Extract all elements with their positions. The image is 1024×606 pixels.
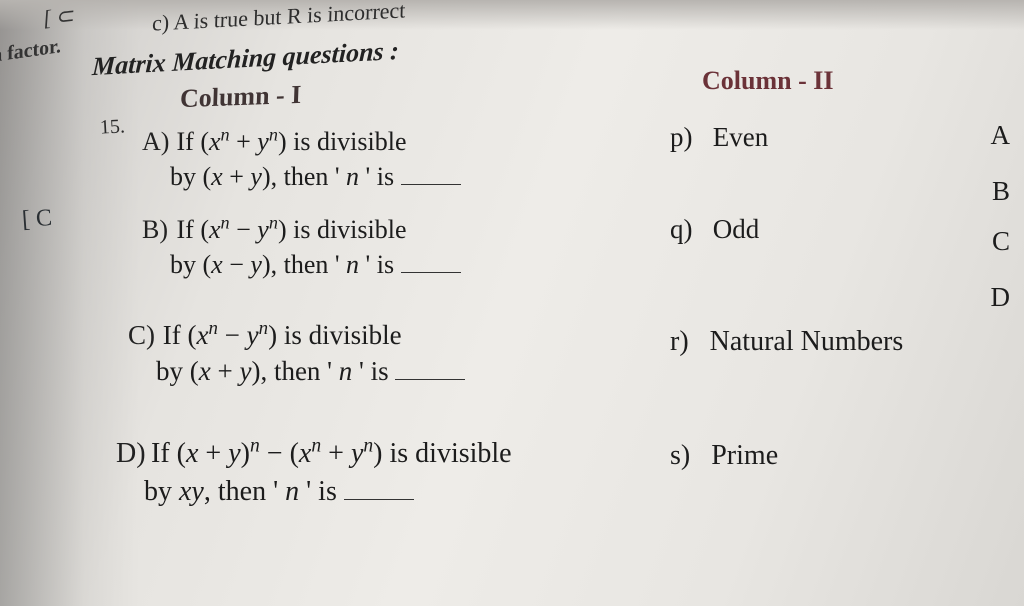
item-d-line2: by xy, then ' n ' is: [144, 476, 414, 507]
match-r-label: r): [670, 326, 689, 357]
item-a-label: A): [142, 124, 170, 159]
blank-b: [401, 250, 461, 273]
item-d-label: D): [116, 435, 144, 473]
item-a-line1: If (xn + yn) is divisible: [177, 127, 407, 156]
match-s-text: Prime: [711, 440, 778, 471]
match-q: q) Odd: [670, 214, 759, 245]
column-2-heading: Column - II: [702, 66, 833, 96]
item-c-line1: If (xn − yn) is divisible: [163, 320, 402, 350]
far-B: B: [992, 176, 1010, 207]
question-number: 15.: [99, 115, 125, 139]
match-q-text: Odd: [713, 214, 760, 244]
item-b-line1: If (xn − yn) is divisible: [177, 215, 407, 244]
item-a: A) If (xn + yn) is divisible by (x + y),…: [142, 122, 461, 194]
item-b: B) If (xn − yn) is divisible by (x − y),…: [142, 210, 461, 282]
item-c: C) If (xn − yn) is divisible by (x + y),…: [128, 316, 465, 390]
match-q-label: q): [670, 214, 693, 244]
item-c-line2: by (x + y), then ' n ' is: [156, 356, 465, 386]
edge-a-factor: a factor.: [0, 35, 61, 68]
edge-bracket-c2: [ C: [21, 205, 53, 234]
item-b-label: B): [142, 212, 170, 247]
edge-bracket-top: [ ⊂: [43, 2, 76, 32]
match-r: r) Natural Numbers: [670, 326, 903, 358]
blank-d: [344, 475, 414, 500]
heading-matrix: Matrix Matching questions :: [91, 36, 399, 82]
match-s: s) Prime: [670, 440, 778, 472]
far-A: A: [991, 120, 1011, 151]
blank-a: [401, 162, 461, 185]
item-c-label: C): [128, 317, 156, 353]
far-D: D: [991, 282, 1011, 313]
column-1-heading: Column - I: [180, 80, 302, 114]
item-a-line2: by (x + y), then ' n ' is: [170, 162, 461, 191]
page-left-shade: [0, 0, 140, 606]
match-p-text: Even: [713, 122, 768, 152]
item-b-line2: by (x − y), then ' n ' is: [170, 250, 461, 279]
match-r-text: Natural Numbers: [710, 326, 904, 357]
match-p: p) Even: [670, 122, 768, 153]
match-p-label: p): [670, 122, 693, 152]
item-d-line1: If (x + y)n − (xn + yn) is divisible: [151, 438, 512, 469]
match-s-label: s): [670, 440, 690, 471]
item-d: D) If (x + y)n − (xn + yn) is divisible …: [116, 434, 512, 511]
far-C: C: [992, 226, 1010, 257]
blank-c: [395, 357, 465, 381]
prev-option-c: c) A is true but R is incorrect: [152, 0, 406, 38]
